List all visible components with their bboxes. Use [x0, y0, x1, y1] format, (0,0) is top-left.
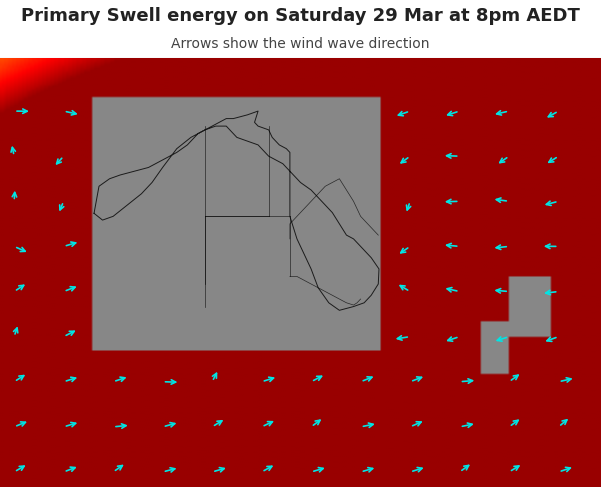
Text: Primary Swell energy on Saturday 29 Mar at 8pm AEDT: Primary Swell energy on Saturday 29 Mar … [21, 7, 580, 25]
Text: Arrows show the wind wave direction: Arrows show the wind wave direction [171, 37, 430, 51]
